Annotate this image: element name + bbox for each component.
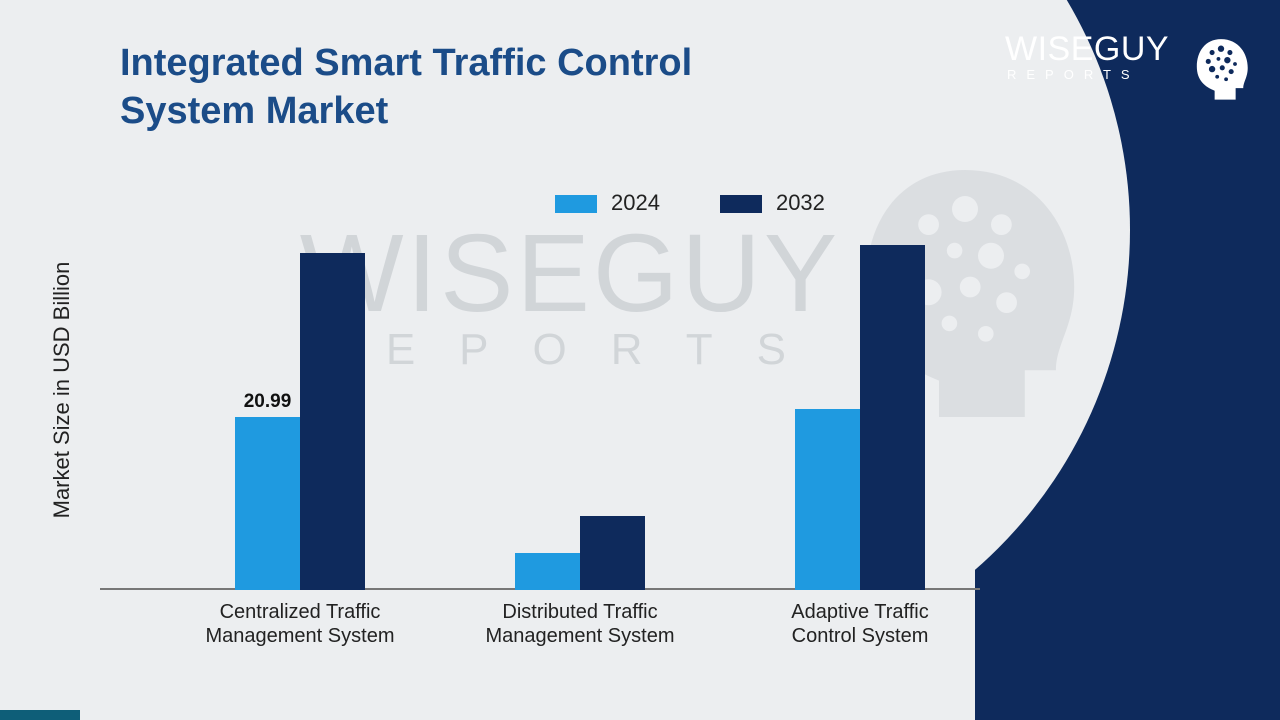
- bar: [235, 417, 300, 590]
- category-label: Adaptive Traffic Control System: [760, 600, 960, 648]
- footer-accent-bar: [0, 710, 80, 720]
- page-root: WISEGUY REPORTS Integrated Smart Traffic…: [0, 0, 1280, 720]
- category-label: Centralized Traffic Management System: [200, 600, 400, 648]
- bar: [300, 253, 365, 590]
- bar-group: [480, 516, 680, 590]
- legend-label-2024: 2024: [611, 190, 660, 215]
- chart-title: Integrated Smart Traffic Control System …: [120, 40, 760, 135]
- category-label: Distributed Traffic Management System: [480, 600, 680, 648]
- bar-group: [200, 253, 400, 590]
- brand-logo: WISEGUY REPORTS: [1005, 30, 1250, 82]
- logo-head-icon: [1186, 36, 1256, 106]
- legend-swatch-2024: [555, 195, 597, 213]
- bar-value-label: 20.99: [244, 391, 292, 413]
- logo-brand-a: WISE: [1005, 30, 1094, 68]
- bar: [860, 245, 925, 590]
- bar-group: [760, 245, 960, 590]
- legend-swatch-2032: [720, 195, 762, 213]
- legend-item-2024: 2024: [555, 190, 660, 216]
- bar: [580, 516, 645, 590]
- bar: [515, 553, 580, 590]
- y-axis-label: Market Size in USD Billion: [49, 262, 75, 519]
- legend: 2024 2032: [555, 190, 825, 216]
- legend-label-2032: 2032: [776, 190, 825, 215]
- bar: [795, 409, 860, 590]
- legend-item-2032: 2032: [720, 190, 825, 216]
- bar-chart: [100, 220, 980, 590]
- logo-brand-b: GUY: [1094, 30, 1169, 68]
